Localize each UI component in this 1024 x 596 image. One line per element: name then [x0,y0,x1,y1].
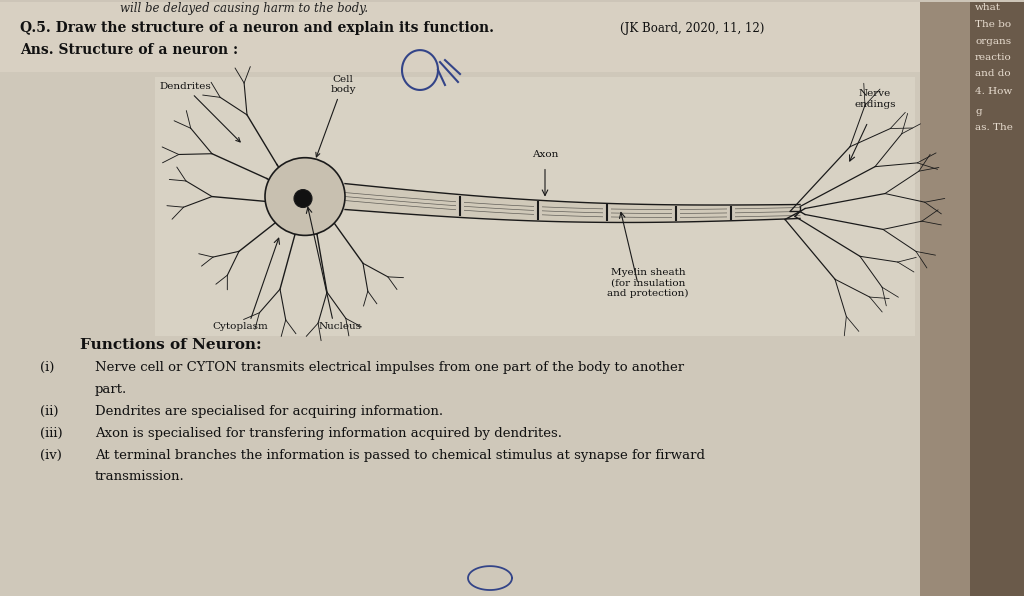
Text: what: what [975,3,1001,13]
Text: (iv): (iv) [40,449,61,461]
Text: Functions of Neuron:: Functions of Neuron: [80,338,261,352]
Bar [456,197,464,215]
Bar [603,206,611,221]
Text: Myelin sheath
(for insulation
and protection): Myelin sheath (for insulation and protec… [607,268,689,298]
Text: will be delayed causing harm to the body.: will be delayed causing harm to the body… [120,2,368,15]
Text: g: g [975,107,982,116]
Bar [155,77,915,336]
Bar [0,2,920,72]
Ellipse shape [265,158,345,235]
Text: (ii): (ii) [40,405,58,418]
Circle shape [294,190,312,207]
Text: Ans. Structure of a neuron :: Ans. Structure of a neuron : [20,43,239,57]
Text: Dendrites are specialised for acquiring information.: Dendrites are specialised for acquiring … [95,405,443,418]
Text: At terminal branches the information is passed to chemical stimulus at synapse f: At terminal branches the information is … [95,449,705,461]
Bar [0,2,920,596]
Text: and do: and do [975,69,1011,78]
Text: organs: organs [975,37,1011,46]
Text: Axon is specialised for transfering information acquired by dendrites.: Axon is specialised for transfering info… [95,427,562,440]
Text: Nerve
endings: Nerve endings [854,89,896,109]
Text: Cytoplasm: Cytoplasm [212,322,268,331]
Text: Q.5. Draw the structure of a neuron and explain its function.: Q.5. Draw the structure of a neuron and … [20,21,494,35]
Text: part.: part. [95,383,127,396]
Polygon shape [345,184,800,222]
Text: Nucleus: Nucleus [318,322,361,331]
Bar [672,207,680,220]
Text: Nerve cell or CYTON transmits electrical impulses from one part of the body to a: Nerve cell or CYTON transmits electrical… [95,361,684,374]
Text: as. The: as. The [975,123,1013,132]
Bar [535,202,542,219]
Text: reactio: reactio [975,53,1012,62]
Text: Cell
body: Cell body [315,74,355,157]
Text: (i): (i) [40,361,54,374]
Text: The bo: The bo [975,20,1011,29]
Bar [970,2,1024,596]
Bar [727,207,735,219]
Text: 4. How: 4. How [975,87,1013,96]
Text: (iii): (iii) [40,427,62,440]
Text: transmission.: transmission. [95,470,184,483]
Text: (JK Board, 2020, 11, 12): (JK Board, 2020, 11, 12) [620,22,764,35]
Text: Dendrites: Dendrites [159,82,241,142]
Text: Axon: Axon [531,150,558,159]
Bar [920,2,970,596]
